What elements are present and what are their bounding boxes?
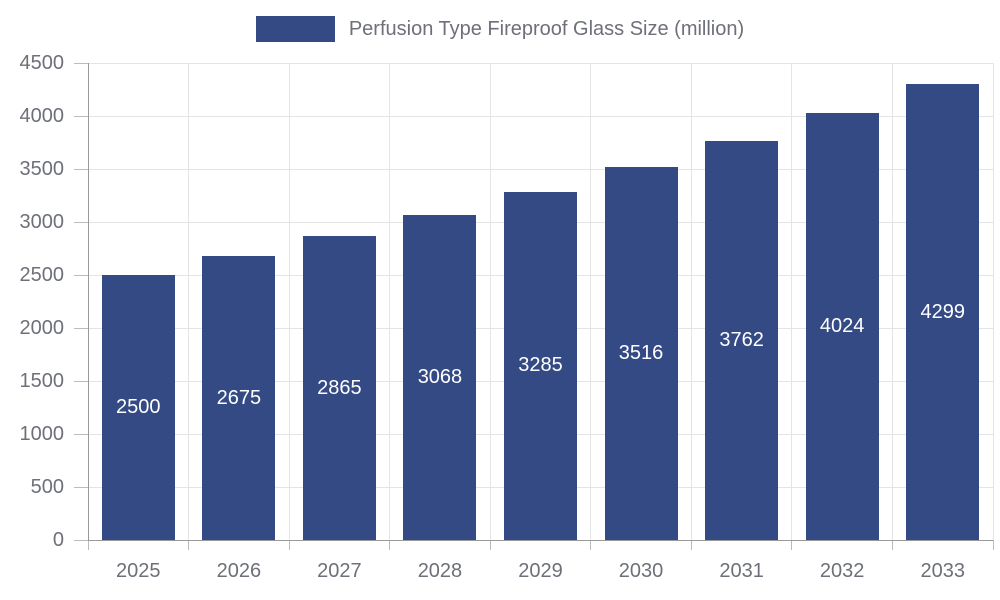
y-axis-tick bbox=[74, 168, 88, 170]
x-grid-line bbox=[992, 63, 994, 540]
x-axis-tick bbox=[87, 540, 89, 550]
y-tick-label: 3500 bbox=[19, 158, 65, 180]
y-tick-label: 2500 bbox=[19, 264, 65, 286]
x-grid-line bbox=[389, 63, 391, 540]
x-grid-line bbox=[690, 63, 692, 540]
x-grid-line bbox=[791, 63, 793, 540]
bar-2027: 2865 bbox=[302, 236, 376, 540]
bar-2029: 3285 bbox=[504, 191, 577, 540]
bar-2028: 3068 bbox=[403, 214, 477, 540]
y-tick-label: 1500 bbox=[19, 370, 65, 392]
bar-2030: 3516 bbox=[604, 167, 678, 540]
x-grid-line bbox=[188, 63, 190, 540]
x-tick-label: 2031 bbox=[719, 560, 764, 582]
y-tick-label: 4500 bbox=[19, 52, 65, 74]
bar-value-label: 2500 bbox=[116, 396, 161, 418]
y-tick-label: 1000 bbox=[19, 423, 65, 445]
y-grid-line bbox=[88, 62, 993, 64]
y-axis-tick bbox=[74, 539, 88, 541]
x-axis-tick bbox=[992, 540, 994, 550]
y-tick-label: 500 bbox=[30, 476, 64, 498]
bar-value-label: 3285 bbox=[518, 354, 563, 377]
y-axis-tick bbox=[74, 221, 88, 223]
y-tick-label: 4000 bbox=[19, 105, 65, 127]
y-axis-tick bbox=[74, 62, 88, 64]
bar-2025: 2500 bbox=[101, 275, 175, 540]
x-axis-tick bbox=[389, 540, 391, 550]
y-axis-line bbox=[87, 63, 89, 540]
y-axis-tick bbox=[74, 274, 88, 276]
x-tick-label: 2029 bbox=[518, 560, 563, 582]
x-tick-label: 2030 bbox=[618, 560, 664, 582]
x-axis-tick bbox=[590, 540, 592, 550]
bar-value-label: 4024 bbox=[819, 315, 865, 338]
y-axis-tick bbox=[74, 486, 88, 488]
y-axis-tick bbox=[74, 327, 88, 329]
x-tick-label: 2028 bbox=[417, 560, 463, 582]
x-grid-line bbox=[590, 63, 592, 540]
x-grid-line bbox=[891, 63, 893, 540]
bar-value-label: 2675 bbox=[216, 386, 262, 409]
x-grid-line bbox=[288, 63, 290, 540]
y-tick-label: 3000 bbox=[19, 211, 65, 233]
bar-2031: 3762 bbox=[705, 141, 779, 540]
y-axis-tick bbox=[74, 380, 88, 382]
x-tick-label: 2027 bbox=[317, 560, 362, 582]
bar-value-label: 4299 bbox=[920, 300, 965, 323]
x-tick-label: 2033 bbox=[920, 560, 965, 582]
bar-value-label: 3762 bbox=[719, 329, 764, 352]
bar-2032: 4024 bbox=[805, 113, 879, 540]
legend-swatch bbox=[255, 16, 335, 42]
y-tick-label: 0 bbox=[52, 529, 64, 551]
legend-label: Perfusion Type Fireproof Glass Size (mil… bbox=[348, 18, 745, 40]
x-tick-label: 2026 bbox=[216, 560, 262, 582]
x-axis-tick bbox=[288, 540, 290, 550]
x-axis-line bbox=[88, 539, 993, 541]
x-axis-tick bbox=[690, 540, 692, 550]
y-grid-line bbox=[88, 115, 993, 117]
bar-2033: 4299 bbox=[906, 84, 980, 540]
y-grid-line bbox=[88, 168, 993, 170]
x-tick-label: 2025 bbox=[116, 560, 161, 582]
x-axis-tick bbox=[791, 540, 793, 550]
y-axis-tick bbox=[74, 115, 88, 117]
bar-value-label: 3068 bbox=[417, 365, 463, 388]
bar-2026: 2675 bbox=[202, 256, 276, 540]
y-axis-tick bbox=[74, 433, 88, 435]
x-tick-label: 2032 bbox=[819, 560, 865, 582]
x-grid-line bbox=[489, 63, 491, 540]
x-axis-tick bbox=[188, 540, 190, 550]
x-axis-tick bbox=[489, 540, 491, 550]
y-tick-label: 2000 bbox=[19, 317, 65, 339]
bar-value-label: 3516 bbox=[618, 342, 664, 365]
legend[interactable]: Perfusion Type Fireproof Glass Size (mil… bbox=[0, 16, 1000, 42]
x-axis-tick bbox=[891, 540, 893, 550]
bar-value-label: 2865 bbox=[317, 376, 362, 399]
